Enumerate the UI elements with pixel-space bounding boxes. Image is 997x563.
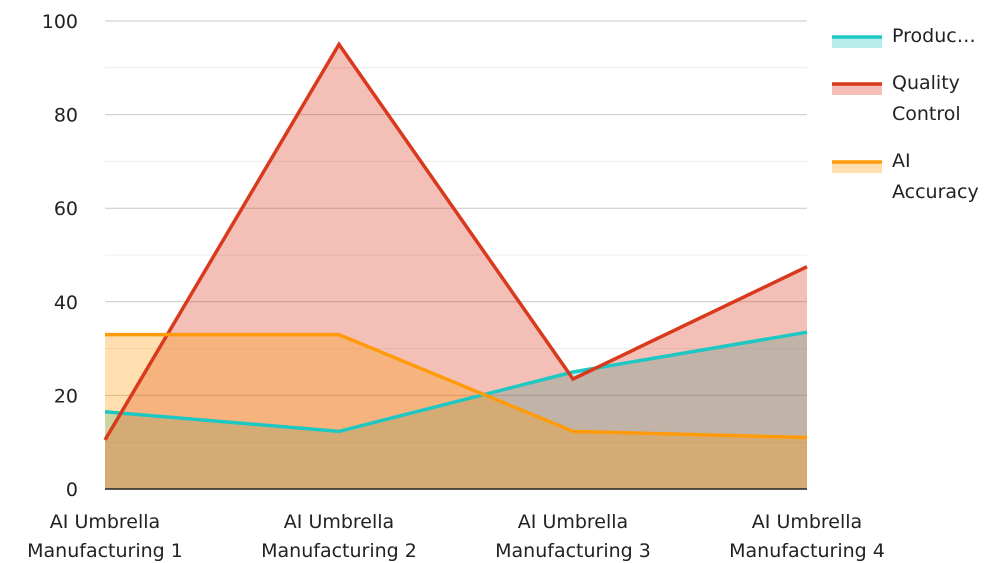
y-tick-label: 0 — [66, 479, 78, 501]
legend-label: Produc… — [892, 25, 976, 47]
legend-item-2: Quality Control — [832, 72, 961, 125]
x-tick-label: Manufacturing 1 — [27, 540, 183, 562]
legend-label: Accuracy — [892, 181, 979, 203]
y-tick-label: 60 — [54, 198, 78, 220]
line-series-1 — [104, 330, 808, 434]
x-tick-label: Manufacturing 4 — [729, 540, 885, 562]
series-areas — [105, 44, 807, 490]
x-axis-ticks: AI Umbrella Manufacturing 1 AI Umbrella Man… — [27, 511, 885, 562]
y-tick-label: 20 — [54, 385, 78, 407]
y-tick-label: 80 — [54, 105, 78, 127]
x-tick-label: AI Umbrella — [284, 511, 394, 533]
area-series-2 — [105, 44, 807, 490]
grid-lines — [105, 20, 807, 443]
y-tick-label: 40 — [54, 292, 78, 314]
area-series-3 — [105, 334, 807, 489]
line-series-2 — [103, 41, 808, 441]
legend-label: Control — [892, 103, 961, 125]
y-tick-label: 100 — [42, 11, 78, 33]
x-tick-label: Manufacturing 2 — [261, 540, 417, 562]
area-series-1 — [105, 332, 807, 489]
x-tick-label: AI Umbrella — [518, 511, 628, 533]
x-tick-label: AI Umbrella — [50, 511, 160, 533]
x-tick-label: AI Umbrella — [752, 511, 862, 533]
legend-swatch-fill — [832, 84, 882, 95]
legend-label: AI — [892, 150, 911, 172]
legend: Produc… Quality Control AI Accuracy — [832, 25, 979, 203]
series-lines — [103, 41, 808, 441]
legend-swatch-fill — [832, 37, 882, 48]
y-axis-ticks: 0 20 40 60 80 100 — [42, 11, 78, 501]
legend-item-3: AI Accuracy — [832, 150, 979, 203]
x-tick-label: Manufacturing 3 — [495, 540, 651, 562]
legend-swatch-fill — [832, 162, 882, 173]
legend-label: Quality — [892, 72, 960, 94]
legend-item-1: Produc… — [832, 25, 976, 48]
line-series-3 — [105, 332, 808, 440]
